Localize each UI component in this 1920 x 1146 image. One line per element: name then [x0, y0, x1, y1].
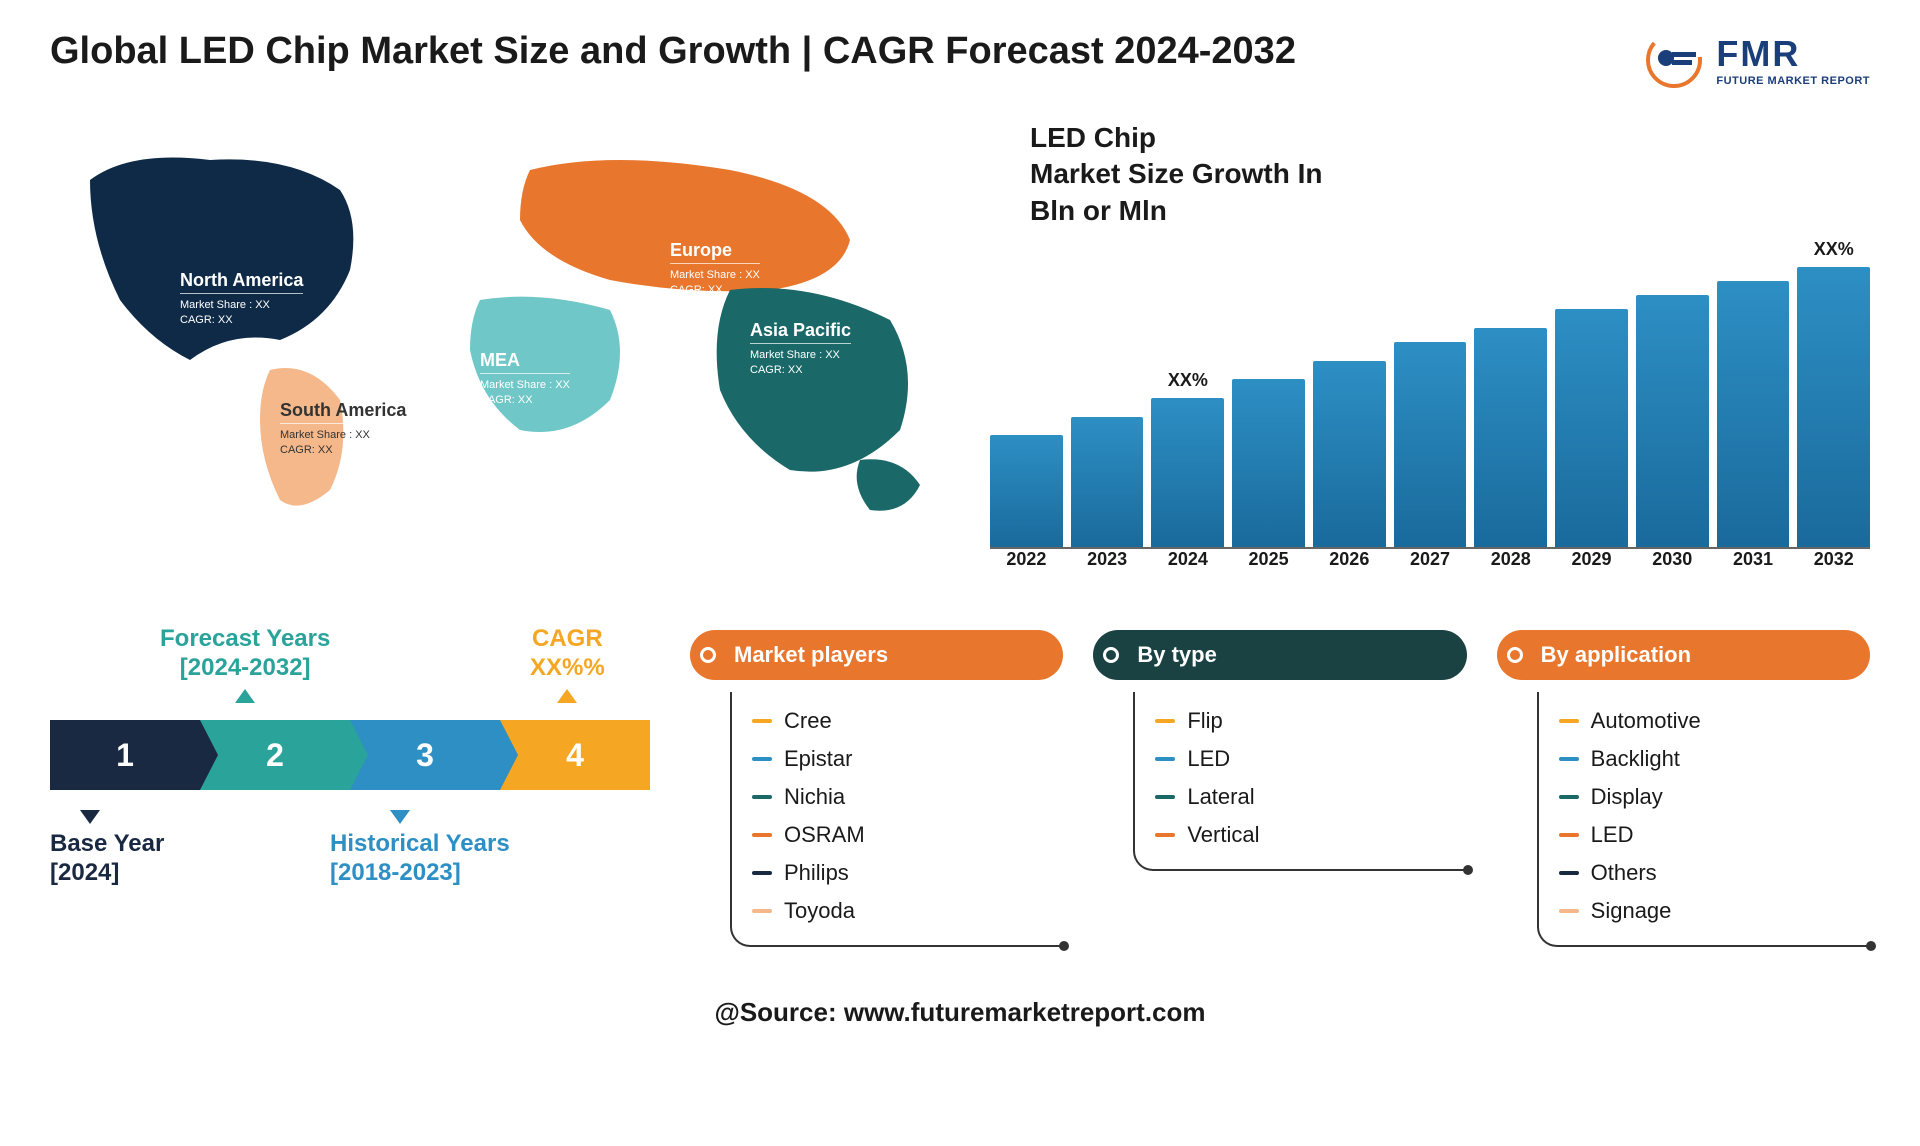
bar-chart-section: LED Chip Market Size Growth In Bln or Ml…: [990, 120, 1870, 570]
bar-label-2032: 2032: [1814, 549, 1854, 569]
category-item: Toyoda: [732, 892, 1063, 930]
category-item: Others: [1539, 854, 1870, 892]
page-title: Global LED Chip Market Size and Growth |…: [50, 30, 1296, 73]
bar-2031: [1717, 281, 1790, 547]
bar-2025: [1232, 379, 1305, 547]
bar-label-2022: 2022: [1006, 549, 1046, 569]
category-item: LED: [1539, 816, 1870, 854]
bar-label-2031: 2031: [1733, 549, 1773, 569]
bar-2029: [1555, 309, 1628, 547]
category-item: Automotive: [1539, 702, 1870, 740]
category-item: Flip: [1135, 702, 1466, 740]
bar-2026: [1313, 361, 1386, 548]
timeline-label-1: Forecast Years[2024-2032]: [160, 625, 330, 703]
logo: FMR FUTURE MARKET REPORT: [1644, 30, 1870, 90]
category-item: LED: [1135, 740, 1466, 778]
timeline-seg-1: 1: [50, 720, 200, 790]
bar-chart: XX% XX%: [990, 249, 1870, 549]
region-label-south-america: South AmericaMarket Share : XXCAGR: XX: [280, 400, 406, 459]
category-item: Lateral: [1135, 778, 1466, 816]
category-item: Epistar: [732, 740, 1063, 778]
category-by-type: By type FlipLEDLateralVertical: [1093, 630, 1466, 947]
region-label-asia-pacific: Asia PacificMarket Share : XXCAGR: XX: [750, 320, 851, 379]
bar-label-2025: 2025: [1249, 549, 1289, 569]
category-item: Signage: [1539, 892, 1870, 930]
timeline: 1234 Base Year[2024]Forecast Years[2024-…: [50, 630, 650, 790]
logo-icon: [1644, 30, 1704, 90]
category-item: Philips: [732, 854, 1063, 892]
source-attribution: @Source: www.futuremarketreport.com: [50, 997, 1870, 1028]
category-market-players: Market players CreeEpistarNichiaOSRAMPhil…: [690, 630, 1063, 947]
category-by-application: By application AutomotiveBacklightDisplay…: [1497, 630, 1870, 947]
region-label-europe: EuropeMarket Share : XXCAGR: XX: [670, 240, 760, 299]
logo-main-text: FMR: [1716, 33, 1870, 75]
categories: Market players CreeEpistarNichiaOSRAMPhil…: [690, 630, 1870, 947]
map-north-america: [90, 158, 353, 361]
timeline-label-2: Historical Years[2018-2023]: [330, 810, 510, 888]
timeline-seg-3: 3: [350, 720, 500, 790]
bar-2022: [990, 435, 1063, 547]
region-label-mea: MEAMarket Share : XXCAGR: XX: [480, 350, 570, 409]
world-map: North AmericaMarket Share : XXCAGR: XX So…: [50, 120, 950, 520]
bar-label-2026: 2026: [1329, 549, 1369, 569]
chart-title: LED Chip Market Size Growth In Bln or Ml…: [1030, 120, 1870, 229]
timeline-seg-4: 4: [500, 720, 650, 790]
category-item: Display: [1539, 778, 1870, 816]
category-item: OSRAM: [732, 816, 1063, 854]
logo-sub-text: FUTURE MARKET REPORT: [1716, 75, 1870, 87]
timeline-label-0: Base Year[2024]: [50, 810, 164, 888]
bar-2023: [1071, 417, 1144, 548]
category-header: By type: [1093, 630, 1466, 680]
bar-label-2023: 2023: [1087, 549, 1127, 569]
category-item: Vertical: [1135, 816, 1466, 854]
bar-label-2028: 2028: [1491, 549, 1531, 569]
timeline-seg-2: 2: [200, 720, 350, 790]
bar-label-2029: 2029: [1571, 549, 1611, 569]
bar-label-2030: 2030: [1652, 549, 1692, 569]
bar-2032: XX%: [1797, 267, 1870, 547]
category-item: Cree: [732, 702, 1063, 740]
bar-2028: [1474, 328, 1547, 547]
bar-label-2024: 2024: [1168, 549, 1208, 569]
bar-2027: [1394, 342, 1467, 547]
region-label-north-america: North AmericaMarket Share : XXCAGR: XX: [180, 270, 303, 329]
bar-2024: XX%: [1151, 398, 1224, 547]
category-item: Nichia: [732, 778, 1063, 816]
timeline-label-3: CAGRXX%%: [530, 625, 605, 703]
category-item: Backlight: [1539, 740, 1870, 778]
bar-label-2027: 2027: [1410, 549, 1450, 569]
category-header: By application: [1497, 630, 1870, 680]
bar-2030: [1636, 295, 1709, 547]
category-header: Market players: [690, 630, 1063, 680]
